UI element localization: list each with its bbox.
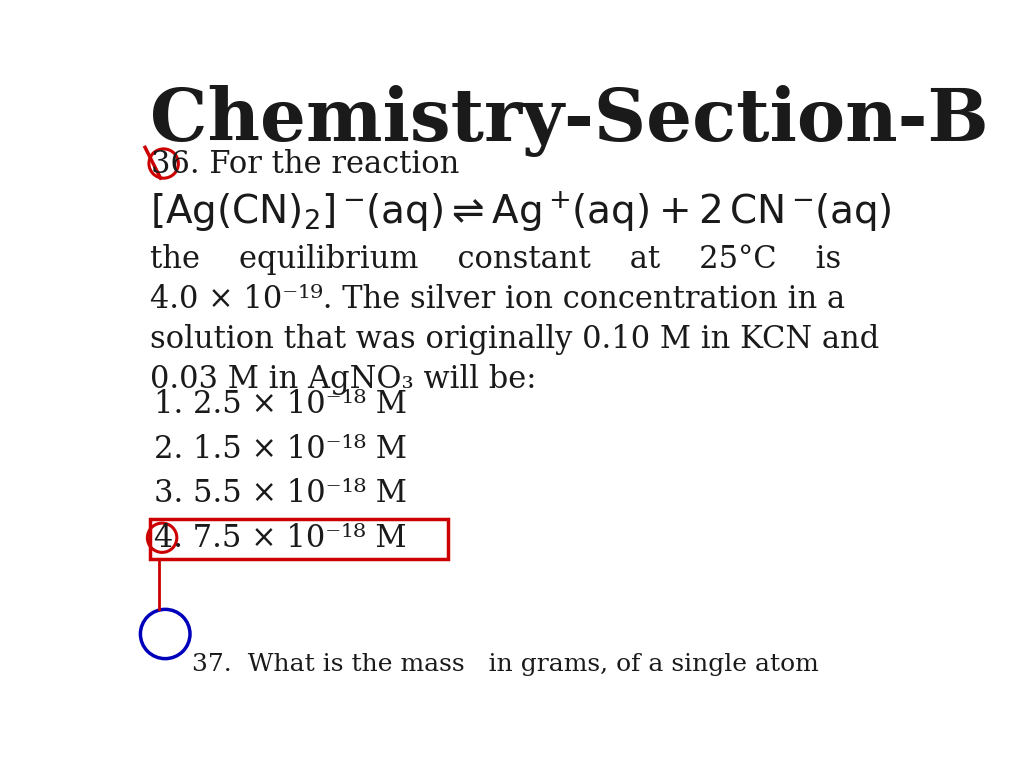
Text: 3. 5.5 × 10⁻¹⁸ M: 3. 5.5 × 10⁻¹⁸ M bbox=[154, 478, 407, 509]
Bar bbox=[150, 519, 449, 558]
Text: the    equilibrium    constant    at    25°C    is: the equilibrium constant at 25°C is bbox=[150, 244, 841, 275]
Text: 4. 7.5 × 10⁻¹⁸ M: 4. 7.5 × 10⁻¹⁸ M bbox=[154, 523, 407, 554]
Text: solution that was originally 0.10 M in KCN and: solution that was originally 0.10 M in K… bbox=[150, 324, 879, 355]
Text: 0.03 M in AgNO₃ will be:: 0.03 M in AgNO₃ will be: bbox=[150, 365, 537, 395]
Text: 1. 2.5 × 10⁻¹⁸ M: 1. 2.5 × 10⁻¹⁸ M bbox=[154, 389, 407, 420]
Text: Chemistry-Section-B: Chemistry-Section-B bbox=[150, 85, 988, 157]
Text: 37.  What is the mass   in grams, of a single atom: 37. What is the mass in grams, of a sing… bbox=[193, 653, 819, 676]
Text: 2. 1.5 × 10⁻¹⁸ M: 2. 1.5 × 10⁻¹⁸ M bbox=[154, 434, 407, 465]
Text: 36. For the reaction: 36. For the reaction bbox=[152, 149, 460, 180]
Text: 4.0 × 10⁻¹⁹. The silver ion concentration in a: 4.0 × 10⁻¹⁹. The silver ion concentratio… bbox=[150, 284, 845, 316]
Text: $[\mathrm{Ag(CN)_2}]^-\!\left(\mathrm{aq}\right) \rightleftharpoons \mathrm{Ag}^: $[\mathrm{Ag(CN)_2}]^-\!\left(\mathrm{aq… bbox=[150, 190, 891, 234]
